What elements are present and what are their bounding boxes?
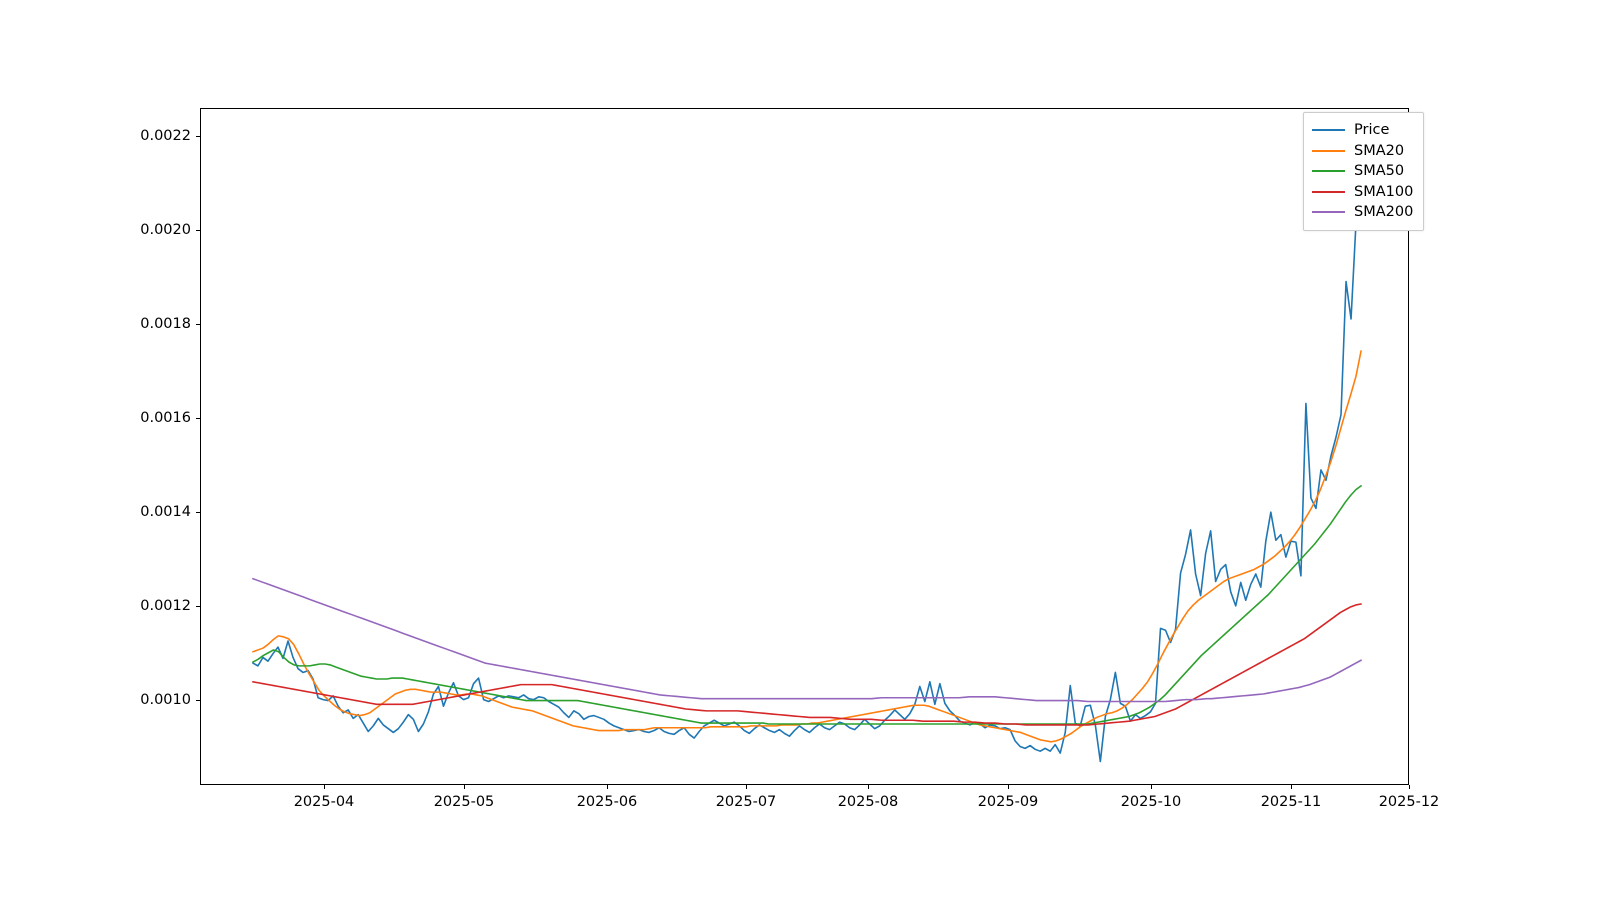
legend-item-price: Price [1312,120,1413,141]
y-tick-label: 0.0010 [140,692,191,709]
x-tick-label: 2025-04 [293,794,355,810]
y-tick-label: 0.0012 [140,598,191,615]
x-tick-label: 2025-07 [715,794,777,810]
y-tick-mark [196,136,200,138]
x-tick-mark [1008,785,1010,789]
x-tick-mark [746,785,748,789]
legend-item-sma200: SMA200 [1312,202,1413,223]
x-tick-label: 2025-12 [1378,794,1440,810]
x-tick-mark [464,785,466,789]
y-tick-label: 0.0020 [140,222,191,239]
y-tick-label: 0.0014 [140,504,191,521]
y-tick-mark [196,606,200,608]
line-sma20 [252,350,1362,743]
x-tick-label: 2025-11 [1260,794,1322,810]
line-sma50 [252,485,1362,725]
line-sma200 [252,577,1362,703]
legend-item-sma100: SMA100 [1312,182,1413,203]
y-tick-label: 0.0018 [140,316,191,333]
legend-swatch-icon [1312,170,1345,173]
x-tick-label: 2025-06 [576,794,638,810]
x-tick-mark [1291,785,1293,789]
legend-label: Price [1354,122,1390,138]
x-tick-mark [1409,785,1411,789]
legend: Price SMA20 SMA50 SMA100 SMA200 [1303,112,1425,231]
x-tick-label: 2025-05 [433,794,495,810]
legend-swatch-icon [1312,149,1345,152]
x-tick-mark [1151,785,1153,789]
y-tick-label: 0.0016 [140,410,191,427]
legend-swatch-icon [1312,211,1345,214]
x-tick-mark [324,785,326,789]
line-price [252,145,1362,763]
legend-label: SMA100 [1354,183,1414,200]
y-tick-mark [196,512,200,514]
legend-item-sma20: SMA20 [1312,141,1413,162]
x-tick-mark [868,785,870,789]
legend-label: SMA20 [1354,142,1405,159]
series-lines [252,145,1362,763]
plot-area [200,108,1409,785]
y-tick-mark [196,324,200,326]
legend-label: SMA200 [1354,204,1414,220]
legend-swatch-icon [1312,129,1345,132]
x-tick-label: 2025-08 [837,794,899,810]
x-tick-label: 2025-10 [1120,794,1182,810]
legend-swatch-icon [1312,190,1345,193]
x-tick-label: 2025-09 [977,794,1039,810]
y-tick-mark [196,418,200,420]
y-tick-mark [196,700,200,702]
y-tick-mark [196,230,200,232]
legend-item-sma50: SMA50 [1312,161,1413,182]
x-tick-mark [607,785,609,789]
legend-label: SMA50 [1354,163,1405,179]
y-tick-label: 0.0022 [140,128,191,145]
line-sma100 [252,603,1362,726]
